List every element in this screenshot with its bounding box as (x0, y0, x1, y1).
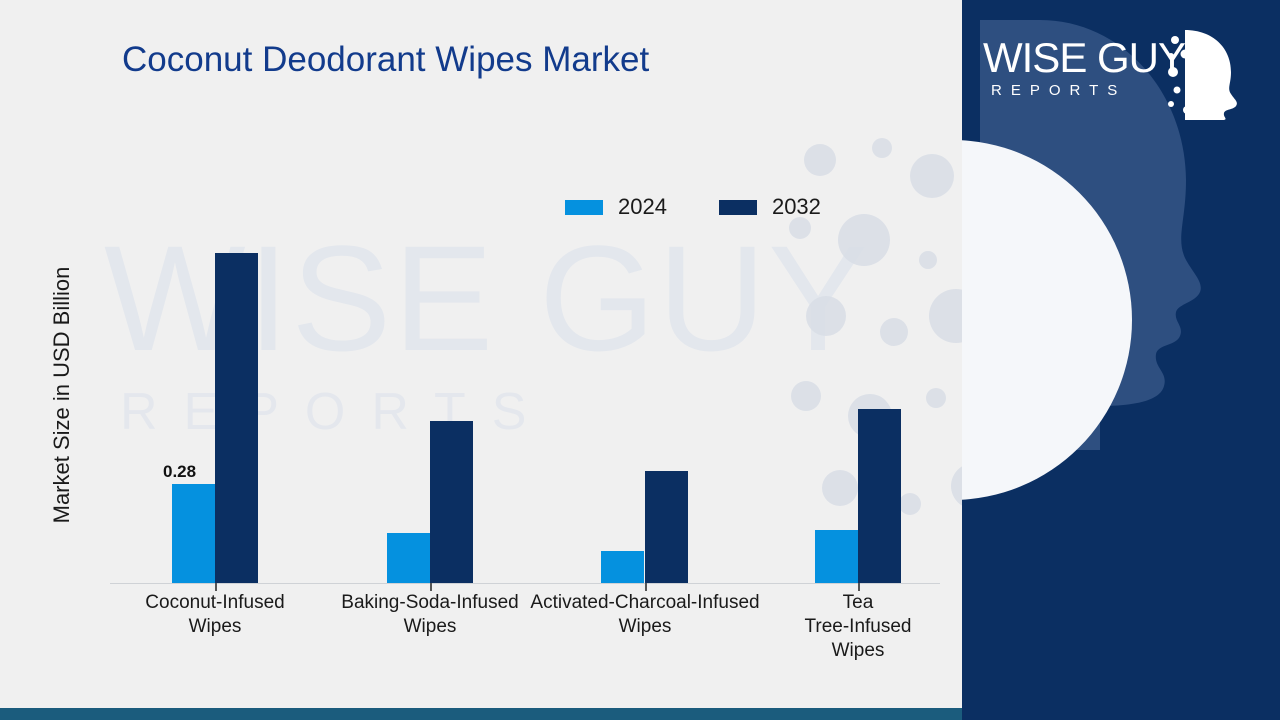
brand-panel (962, 0, 1280, 720)
logo-head-icon (1168, 30, 1237, 120)
bar-2032-2[interactable] (645, 471, 688, 583)
brand-logo[interactable]: WISE GUY REPORTS (983, 30, 1237, 120)
x-axis-tick-3 (858, 583, 860, 591)
x-axis-tick-0 (215, 583, 217, 591)
bar-2032-0[interactable] (215, 253, 258, 583)
bar-value-label-0: 0.28 (163, 462, 197, 481)
category-label-0: Coconut-Infused Wipes (145, 592, 285, 637)
footer-bar (0, 708, 962, 720)
bar-2024-3[interactable] (815, 530, 858, 583)
legend-item-2032[interactable]: 2032 (718, 194, 821, 220)
category-label-3: Tea Tree-Infused Wipes (804, 592, 912, 661)
legend-label-2032: 2032 (771, 194, 821, 219)
bar-2024-0[interactable] (172, 484, 215, 583)
bar-2024-1[interactable] (387, 533, 430, 583)
category-label-2: Activated-Charcoal-Infused Wipes (530, 592, 760, 637)
legend-swatch-2032 (718, 199, 757, 215)
chart-legend: 2024 2032 (565, 194, 821, 220)
x-axis-line (110, 583, 940, 584)
legend-item-2024[interactable]: 2024 (565, 194, 667, 220)
page-title: Coconut Deodorant Wipes Market (122, 40, 650, 79)
legend-label-2024: 2024 (618, 194, 667, 219)
category-label-1: Baking-Soda-Infused Wipes (341, 592, 519, 637)
chart-container: Market Size in USD Billion 2024 2032 0.2… (49, 194, 940, 661)
plot-area: 0.28 Coconut-Infused Wipes Baking-Soda-Inf… (110, 253, 940, 661)
bar-2032-1[interactable] (430, 421, 473, 583)
logo-secondary-text: REPORTS (991, 82, 1127, 99)
bar-2032-3[interactable] (858, 409, 901, 583)
x-axis-tick-1 (430, 583, 432, 591)
legend-swatch-2024 (565, 199, 603, 215)
x-axis-tick-2 (645, 583, 647, 591)
logo-primary-text: WISE GUY (983, 34, 1186, 81)
bar-2024-2[interactable] (601, 551, 644, 583)
